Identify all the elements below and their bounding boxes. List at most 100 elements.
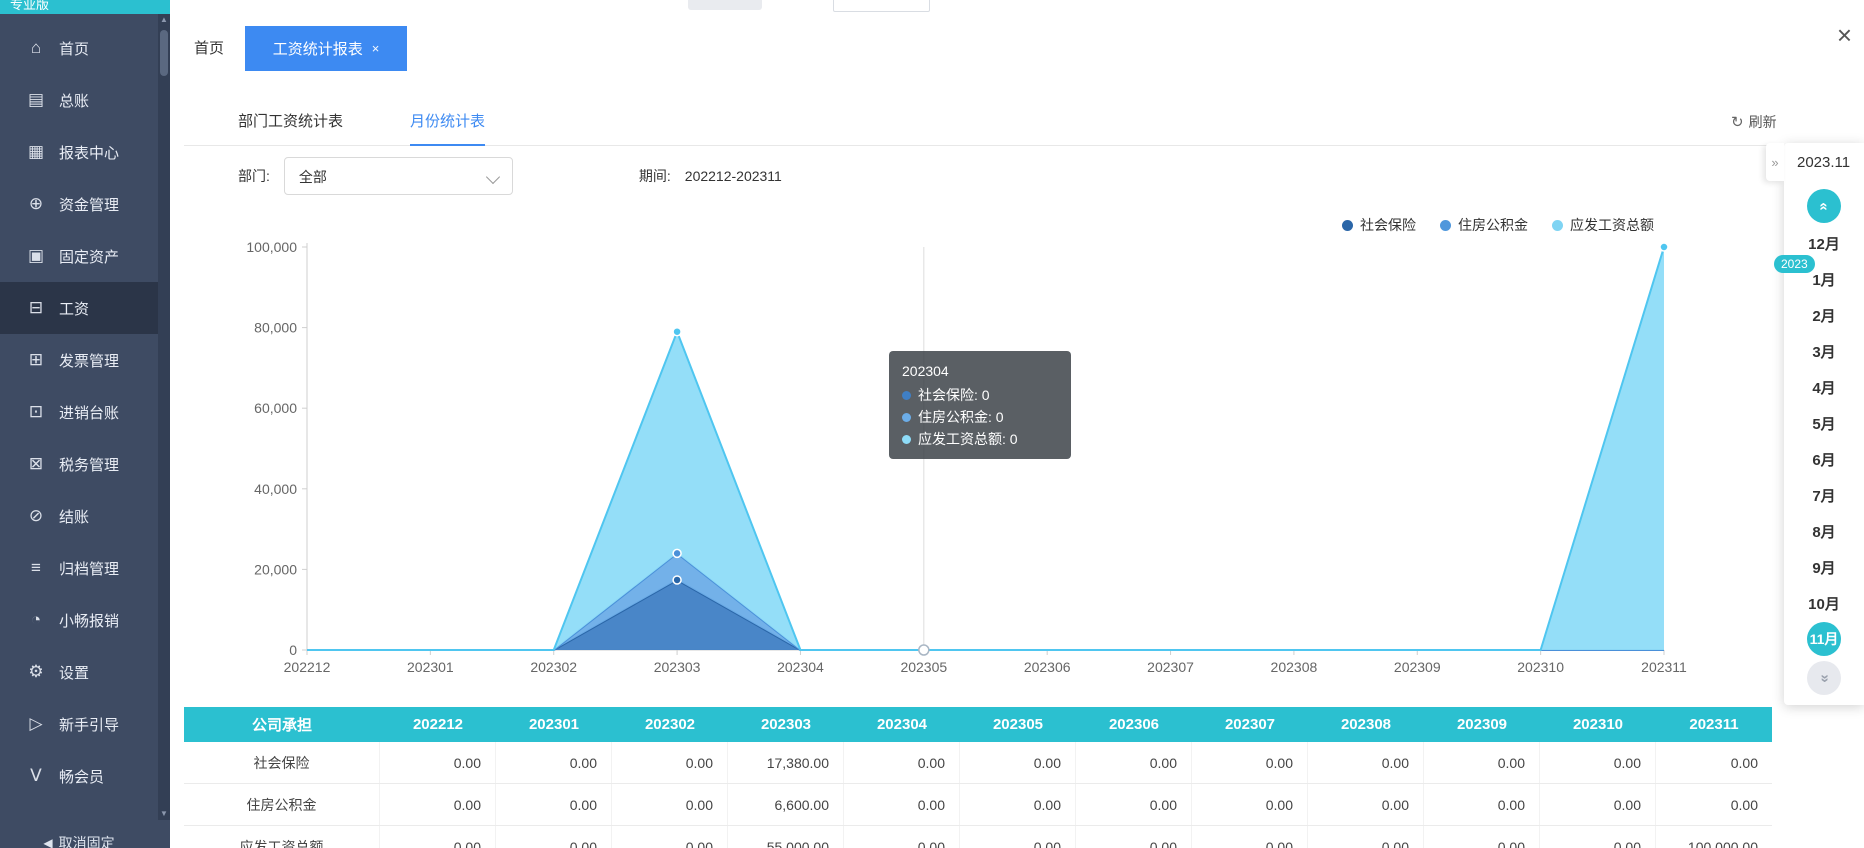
sidebar-item-home[interactable]: ⌂ 首页: [0, 22, 170, 74]
invoice-icon: ⊞: [28, 350, 44, 369]
sidebar-item-salary[interactable]: ⊟ 工资: [0, 282, 170, 334]
table-header-cell: 202307: [1224, 716, 1276, 733]
month-item[interactable]: 10月: [1784, 585, 1864, 621]
chart-tooltip: 202304 社会保险: 0 住房公积金: 0 应发工资总额: 0: [889, 351, 1071, 459]
table-cell: 0.00: [612, 742, 728, 783]
table-header-cell: 202212: [412, 716, 464, 733]
table-header-cell: 202302: [644, 716, 696, 733]
sidebar-item-report-center[interactable]: ▦ 报表中心: [0, 126, 170, 178]
home-icon: ⌂: [30, 38, 42, 57]
svg-text:40,000: 40,000: [254, 481, 297, 497]
table-cell: 0.00: [380, 742, 496, 783]
svg-text:202303: 202303: [654, 659, 701, 675]
settings-icon: ⚙: [28, 662, 44, 681]
main-area: 首页 工资统计报表 × × 部门工资统计表 月份统计表 ↻ 刷新 部门: 全部 …: [170, 0, 1864, 848]
scroll-up-icon[interactable]: ▲: [160, 15, 168, 24]
table-cell: 0.00: [1192, 742, 1308, 783]
month-label: 10月: [1808, 595, 1840, 613]
table-cell: 0.00: [1730, 754, 1758, 771]
table-cell: 0.00: [1424, 742, 1540, 783]
sidebar-item-reimburse[interactable]: ◔ 小畅报销: [0, 594, 170, 646]
table-header-row: 公司承担 202212 202301 202302 202303 202304 202305…: [184, 707, 1772, 742]
sidebar-item-invoice[interactable]: ⊞ 发票管理: [0, 334, 170, 386]
salary-chart[interactable]: 0 20,000 40,000 60,000 80,000 100,000 202212 20…: [170, 236, 1772, 688]
sidebar-scrollbar[interactable]: ▲ ▼: [158, 14, 170, 820]
chart-canvas: 0 20,000 40,000 60,000 80,000 100,000 202212 20…: [246, 239, 1687, 675]
close-icon[interactable]: ×: [1836, 20, 1852, 50]
svg-text:202308: 202308: [1271, 659, 1318, 675]
sidebar-item-label: 首页: [59, 40, 90, 58]
tax-icon: ⊠: [28, 454, 44, 473]
table-cell: 17,380.00: [728, 742, 844, 783]
month-item[interactable]: 11月: [1784, 621, 1864, 657]
sidebar-unpin-button[interactable]: ◀ 取消固定: [0, 828, 158, 848]
sidebar-item-fixed-assets[interactable]: ▣ 固定资产: [0, 230, 170, 282]
svg-text:202305: 202305: [900, 659, 947, 675]
department-select[interactable]: 全部: [283, 157, 513, 195]
tab-home[interactable]: 首页: [194, 40, 225, 57]
legend-item[interactable]: 社会保险: [1342, 215, 1416, 235]
sidebar-item-label: 进销台账: [59, 404, 120, 422]
sidebar-item-beginner-guide[interactable]: ▷ 新手引导: [0, 698, 170, 750]
month-item[interactable]: 7月: [1784, 477, 1864, 513]
scroll-down-icon[interactable]: ▼: [160, 809, 168, 818]
month-item[interactable]: 12月: [1784, 225, 1864, 261]
month-item[interactable]: 6月: [1784, 441, 1864, 477]
sidebar-item-member[interactable]: Ⅴ 畅会员: [0, 750, 170, 802]
scrollbar-thumb[interactable]: [160, 30, 168, 76]
tab-label: 工资统计报表: [272, 41, 363, 58]
table-cell: 0.00: [1076, 826, 1192, 848]
sidebar-item-settings[interactable]: ⚙ 设置: [0, 646, 170, 698]
tab-close-icon[interactable]: ×: [371, 41, 380, 56]
table-cell: 0.00: [1424, 784, 1540, 825]
table-cell: 0.00: [844, 742, 960, 783]
sidebar-item-archive[interactable]: ≡ 归档管理: [0, 542, 170, 594]
rail-scroll-down-button[interactable]: «: [1807, 661, 1841, 695]
sidebar-item-general-ledger[interactable]: ▤ 总账: [0, 74, 170, 126]
month-item[interactable]: 2月: [1784, 297, 1864, 333]
month-item[interactable]: 5月: [1784, 405, 1864, 441]
pin-icon: ◀: [43, 836, 53, 848]
tooltip-row: 应发工资总额: 0: [902, 428, 1058, 450]
sidebar-item-funds[interactable]: ⊕ 资金管理: [0, 178, 170, 230]
topbar-input-fragment[interactable]: [833, 0, 930, 12]
subtab-bar: 部门工资统计表 月份统计表: [184, 100, 1772, 146]
rail-scroll-up-button[interactable]: «: [1807, 189, 1841, 223]
sidebar-item-tax[interactable]: ⊠ 税务管理: [0, 438, 170, 490]
subtab-monthly[interactable]: 月份统计表: [410, 100, 486, 146]
month-item[interactable]: 9月: [1784, 549, 1864, 585]
table-cell: 0.00: [1076, 742, 1192, 783]
sidebar-item-label: 小畅报销: [59, 612, 120, 630]
table-cell: 0.00: [1540, 742, 1656, 783]
tooltip-title: 202304: [902, 363, 949, 379]
collapse-icon[interactable]: »: [1766, 143, 1784, 181]
table-cell: 0.00: [380, 784, 496, 825]
table-cell: 0.00: [1308, 742, 1424, 783]
month-item[interactable]: 3月: [1784, 333, 1864, 369]
period-label: 期间:: [638, 168, 671, 184]
refresh-button[interactable]: ↻ 刷新: [1731, 112, 1777, 132]
month-item[interactable]: 1月: [1784, 261, 1864, 297]
row-label: 应发工资总额: [184, 826, 380, 848]
tooltip-row: 住房公积金: 0: [902, 406, 1058, 428]
subtab-department-salary[interactable]: 部门工资统计表: [238, 113, 344, 130]
current-period-label: 2023.11: [1797, 153, 1851, 171]
month-label: 9月: [1812, 559, 1836, 577]
legend-item[interactable]: 住房公积金: [1440, 215, 1528, 235]
svg-text:100,000: 100,000: [246, 239, 297, 255]
sidebar-item-purchase-sale-ledger[interactable]: ⊡ 进销台账: [0, 386, 170, 438]
tooltip-series-value: 社会保险: 0: [918, 387, 990, 403]
month-label: 1月: [1812, 271, 1836, 289]
table-header-cell: 202311: [1689, 716, 1739, 733]
month-item[interactable]: 4月: [1784, 369, 1864, 405]
month-item[interactable]: 8月: [1784, 513, 1864, 549]
topbar-button-fragment[interactable]: [688, 0, 762, 10]
legend-item[interactable]: 应发工资总额: [1552, 215, 1654, 235]
sidebar-item-label: 报表中心: [59, 144, 120, 162]
sidebar-item-closing[interactable]: ⊘ 结账: [0, 490, 170, 542]
month-label: 11月: [1807, 622, 1841, 656]
legend-label: 应发工资总额: [1570, 217, 1654, 233]
tab-salary-report[interactable]: 工资统计报表 ×: [245, 26, 407, 71]
table-row: 应发工资总额 0.00 0.00 0.00 55,000.00 0.00 0.00 0.00 0…: [184, 826, 1772, 848]
